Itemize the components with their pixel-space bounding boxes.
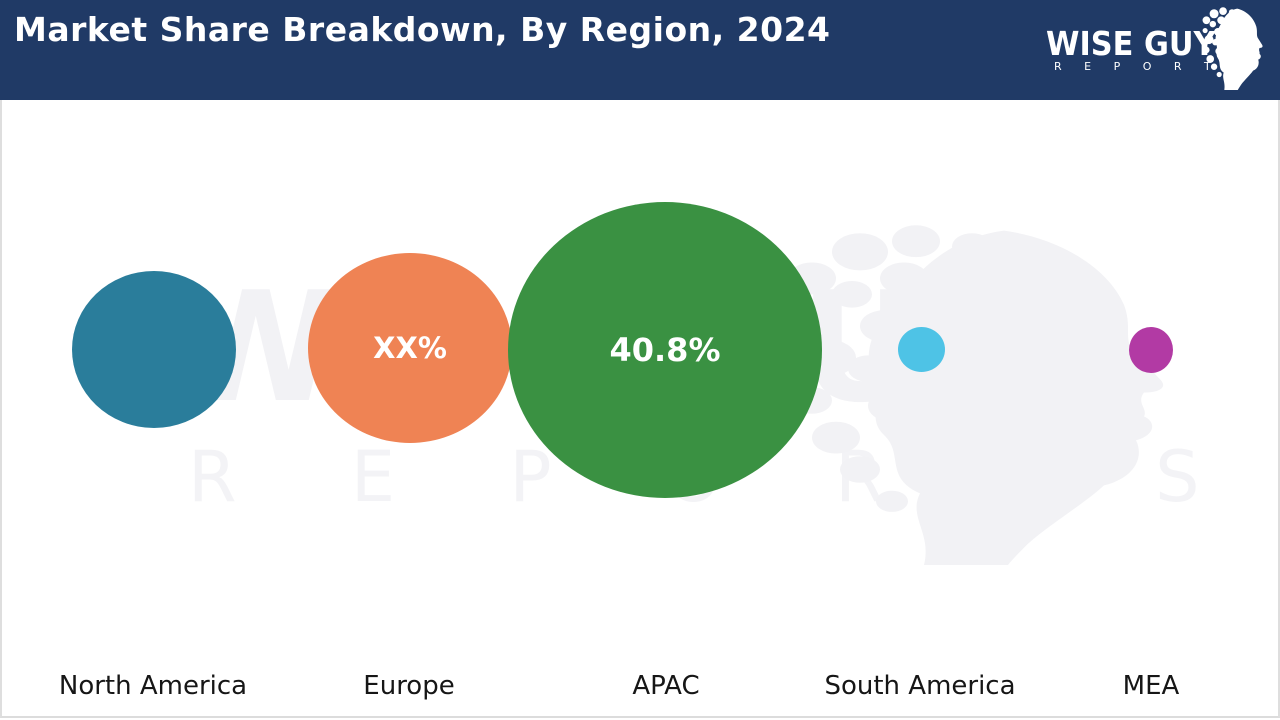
bubble-mea xyxy=(1129,327,1173,373)
category-label-south-america: South America xyxy=(824,671,1016,701)
brand-face-icon xyxy=(1200,6,1264,90)
category-label-north-america: North America xyxy=(58,671,248,701)
watermark-face-icon xyxy=(772,220,1172,565)
brand-logo: WISE GUY R E P O R T S xyxy=(1040,0,1270,100)
bubble-apac: 40.8% xyxy=(508,202,822,498)
bubble-north-america xyxy=(72,271,236,428)
category-label-europe: Europe xyxy=(363,671,455,701)
bubble-south-america xyxy=(898,327,945,372)
brand-logo-wordmark: WISE GUY xyxy=(1046,24,1216,63)
brand-logo-subtext: R E P O R T S xyxy=(1054,60,1250,73)
header-bar: Market Share Breakdown, By Region, 2024 … xyxy=(0,0,1280,100)
bubble-europe: XX% xyxy=(308,253,512,443)
bubble-value-label: XX% xyxy=(373,331,447,365)
category-label-apac: APAC xyxy=(632,671,700,701)
category-label-mea: MEA xyxy=(1122,671,1180,701)
page-title: Market Share Breakdown, By Region, 2024 xyxy=(14,10,831,49)
bubble-value-label: 40.8% xyxy=(609,331,721,369)
